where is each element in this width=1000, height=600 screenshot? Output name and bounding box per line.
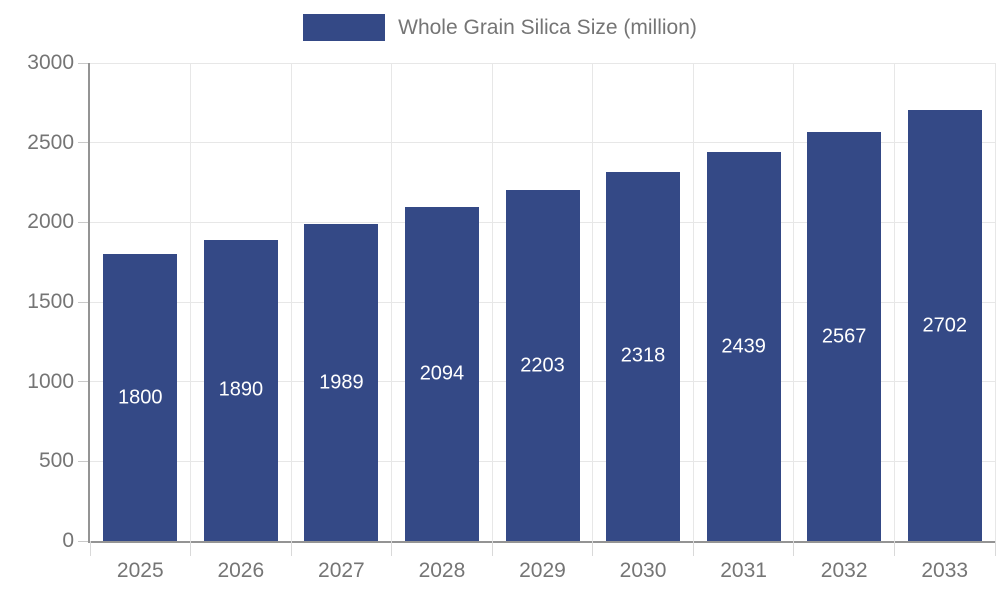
bar-2028: 2094 <box>404 207 479 541</box>
x-gridline <box>391 63 393 541</box>
x-tick-mark <box>290 541 292 556</box>
plot-area: 0 500 1000 1500 2000 2500 3000 1800 2025 1890 2026… <box>27 52 996 582</box>
x-gridline <box>491 63 493 541</box>
bar-value-label: 2702 <box>922 314 967 337</box>
bar-2029: 2203 <box>505 190 580 541</box>
y-gridline <box>90 62 995 64</box>
x-tick-mark <box>893 541 895 556</box>
y-tick-mark <box>78 142 88 144</box>
y-tick-mark <box>78 62 88 64</box>
x-axis-tick-label: 2025 <box>116 559 164 582</box>
x-gridline <box>994 63 996 541</box>
y-axis-tick-label: 3000 <box>27 51 74 74</box>
x-gridline <box>793 63 795 541</box>
x-tick-mark <box>391 541 393 556</box>
x-tick-mark <box>592 541 594 556</box>
y-tick-mark <box>78 460 88 462</box>
x-axis-tick-label: 2029 <box>519 559 566 582</box>
legend-label: Whole Grain Silica Size (million) <box>398 15 697 39</box>
bar-2026: 1890 <box>203 239 278 541</box>
bar-value-label: 2318 <box>620 344 666 367</box>
x-tick-mark <box>994 541 996 556</box>
y-tick-mark <box>78 301 88 303</box>
y-axis-tick-label: 0 <box>62 529 74 552</box>
y-axis-tick-label: 1000 <box>27 369 74 393</box>
y-tick-mark <box>78 381 88 383</box>
bar-2030: 2318 <box>606 171 681 541</box>
x-gridline <box>290 63 292 541</box>
x-gridline <box>893 63 895 541</box>
bar-value-label: 1800 <box>118 386 163 409</box>
y-axis-tick-label: 500 <box>38 449 74 473</box>
bar-value-label: 2439 <box>721 335 766 358</box>
bar-2032: 2567 <box>807 132 882 541</box>
bar-value-label: 2094 <box>419 362 465 385</box>
x-tick-mark <box>190 541 192 556</box>
x-axis-tick-label: 2027 <box>318 559 365 582</box>
y-axis-tick-label: 2000 <box>27 210 74 234</box>
x-axis-tick-label: 2031 <box>720 559 767 582</box>
y-gridline <box>90 142 995 144</box>
x-tick-mark <box>491 541 493 556</box>
x-tick-mark <box>692 541 694 556</box>
bar-value-label: 2567 <box>821 325 867 347</box>
x-tick-mark <box>793 541 795 556</box>
x-axis-tick-label: 2032 <box>820 559 868 582</box>
x-gridline <box>190 63 192 541</box>
x-axis-tick-label: 2033 <box>921 559 969 582</box>
y-axis-tick-label: 2500 <box>27 130 74 154</box>
y-tick-mark <box>78 540 88 542</box>
legend: Whole Grain Silica Size (million) <box>0 14 1000 41</box>
x-axis-tick-label: 2026 <box>217 559 265 582</box>
bar-value-label: 2203 <box>520 354 565 376</box>
x-axis-tick-label: 2028 <box>418 559 466 582</box>
x-tick-mark <box>89 541 91 556</box>
bar-value-label: 1989 <box>319 371 364 394</box>
x-axis-tick-label: 2030 <box>619 559 667 582</box>
bar-2033: 2702 <box>907 110 982 541</box>
x-gridline <box>692 63 694 541</box>
bar-value-label: 1890 <box>218 378 264 401</box>
x-gridline <box>592 63 594 541</box>
bar-2027: 1989 <box>304 224 379 541</box>
bar-2031: 2439 <box>706 152 781 541</box>
y-tick-mark <box>78 221 88 223</box>
bar-2025: 1800 <box>103 254 178 541</box>
legend-swatch <box>303 14 386 41</box>
y-axis-tick-label: 1500 <box>27 290 74 313</box>
